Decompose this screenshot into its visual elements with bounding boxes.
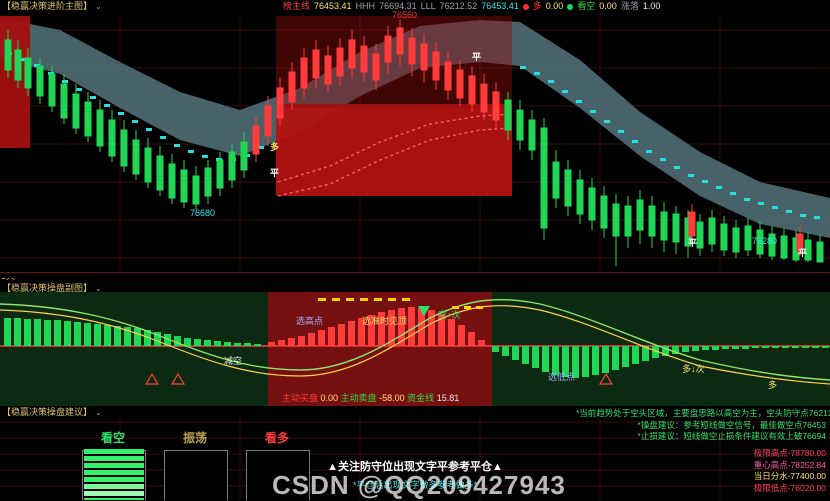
main-line-label: 榜主线 [283, 1, 311, 11]
price-label: 76680 [190, 208, 216, 218]
panel-title-main-text: 【稳赢决策进阶主图】 [2, 1, 93, 11]
annotation-reduce-short: 减空 [224, 356, 243, 366]
advice-panel: 【稳赢决策操盘建议】 ⌄ 看空 振荡 [0, 406, 830, 500]
signal-marker-long: 多 [270, 142, 280, 152]
long-value: 0.00 [545, 1, 564, 11]
long-dot-icon [522, 3, 529, 10]
fund-label: 资金线 [407, 393, 435, 403]
panel-title-advice[interactable]: 【稳赢决策操盘建议】 ⌄ [0, 406, 102, 419]
indicator-chart-canvas [0, 292, 830, 406]
sentiment-bar-oscillation-box [164, 450, 228, 500]
short-dot-icon [567, 3, 574, 10]
hhh-label: HHH [355, 1, 376, 11]
sentiment-bar-bullish: 看多 [246, 430, 310, 500]
sentiment-bar-bullish-box [246, 450, 310, 500]
chevron-down-icon[interactable]: ⌄ [95, 2, 102, 11]
advice-line: *操盘建议：参考短线做空信号，最佳做空点76453 [637, 419, 826, 430]
sentiment-bar-bullish-label: 看多 [264, 431, 289, 445]
panel-title-advice-text: 【稳赢决策操盘建议】 [2, 407, 93, 417]
signal-marker-flat: 平 [688, 238, 698, 248]
annotation-long: 多 [768, 380, 778, 390]
price-label: 76280 [752, 236, 778, 246]
main-line-value: 76453.41 [314, 1, 352, 11]
change-value: 1.00 [642, 1, 661, 11]
sell-value: -58.00 [379, 393, 405, 403]
sell-label: 主动卖盘 [340, 393, 377, 403]
annotation-top-signal: 选准时见顶 [362, 316, 408, 326]
day-count-label: 3天 [1, 278, 15, 282]
lll-value: 76212.52 [439, 1, 478, 11]
hhh-value: 76694.31 [379, 1, 417, 11]
panel-title-indicator-text: 【稳赢决策操盘副图】 [2, 283, 93, 293]
sentiment-bar-bearish: 看空 [82, 430, 146, 500]
buy-value: 0.00 [320, 393, 339, 403]
main-chart-canvas [0, 14, 830, 272]
close-value: 76453.41 [481, 1, 519, 11]
panel-divider [0, 272, 830, 273]
sentiment-bars: 看空 振荡 [82, 430, 310, 500]
sentiment-bar-bearish-fill [84, 449, 144, 500]
short-label: 看空 [577, 1, 596, 11]
annotation-long-count: 多↓次 [682, 364, 705, 374]
panel-title-main[interactable]: 【稳赢决策进阶主图】 ⌄ [0, 0, 102, 13]
annotation-high-point: 选高点 [296, 316, 324, 326]
sentiment-bar-bearish-box [82, 449, 146, 500]
chevron-down-icon[interactable]: ⌄ [95, 284, 102, 293]
sentiment-bar-oscillation-label: 振荡 [182, 431, 207, 445]
panel-title-indicator[interactable]: 【稳赢决策操盘副图】 ⌄ [0, 282, 102, 295]
long-label: 多 [532, 1, 542, 11]
main-header-readout: 榜主线 76453.41 HHH 76694.31 LLL 76212.52 76453.4… [283, 0, 664, 13]
change-label: 涨落 [620, 1, 639, 11]
level-center-high: 重心高点-78252.84 [753, 459, 826, 470]
sentiment-bar-oscillation: 振荡 [164, 430, 228, 500]
signal-marker-flat: 平 [472, 52, 482, 62]
signal-marker-flat: 平 [270, 168, 280, 178]
signal-marker-flat: 平 [798, 248, 808, 258]
level-extreme-low: 极限低点-76020.00 [753, 482, 826, 493]
watermark: CSDN @QQ209427943 [272, 470, 566, 500]
annotation-low-point: 选低点 [548, 372, 576, 382]
fund-value: 15.81 [436, 393, 460, 403]
sentiment-bar-bearish-label: 看空 [100, 431, 125, 445]
indicator-readout: 主动买盘 0.00 主动卖盘 -58.00 资金线 15.81 [282, 391, 459, 404]
annotation-short-count: 空↑次 [438, 310, 461, 320]
defense-note: ▲关注防守位出现文字平参考平仓▲ [327, 461, 503, 473]
advice-line: *当前趋势处于空头区域，主要盘思路以高空为主，空头防守点76213 [576, 408, 830, 418]
lll-label: LLL [420, 1, 436, 11]
chevron-down-icon[interactable]: ⌄ [95, 408, 102, 417]
key-levels-block: 极限高点-78780.00 重心高点-78252.84 当日分水-77400.0… [754, 448, 826, 494]
advice-line: *止损建议：短线做空止损条件建议有效上破76694 [637, 431, 826, 441]
level-daily-pivot: 当日分水-77400.00 [753, 471, 826, 481]
level-extreme-high: 极限高点-78780.00 [753, 448, 826, 458]
advice-text-block: *当前趋势处于空头区域，主要盘思路以高空为主，空头防守点76213 *操盘建议：… [576, 408, 830, 443]
main-price-panel: 【稳赢决策进阶主图】 ⌄ 榜主线 76453.41 HHH 76694.31 LLL 762… [0, 0, 830, 272]
price-label: 76560 [392, 10, 418, 20]
indicator-panel: 3天 【稳赢决策操盘副图】⌄ 选高点 选准时见顶 空↑次 减空 选低点 多↓次 … [0, 278, 830, 406]
buy-label: 主动买盘 [282, 393, 319, 403]
short-value: 0.00 [599, 1, 617, 11]
flat-note: *平仓后出现文字做多参考做多* [352, 480, 477, 490]
